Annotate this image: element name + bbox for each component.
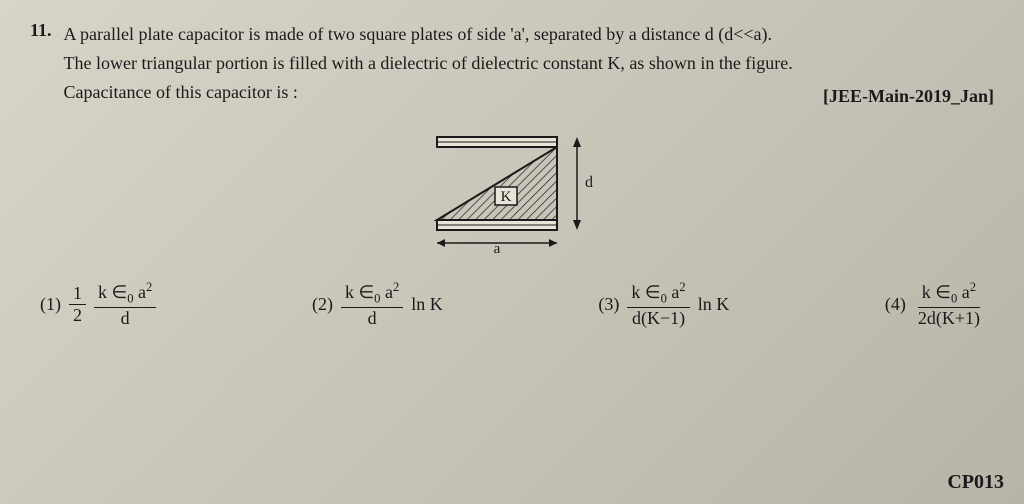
option-4-number: (4) [885, 294, 906, 315]
option-2-number: (2) [312, 294, 333, 315]
option-3-frac: k ∈0 a2 d(K−1) [627, 280, 689, 329]
question-line3: Capacitance of this capacitor is : [64, 78, 298, 107]
option-4-frac: k ∈0 a2 2d(K+1) [914, 280, 984, 329]
option-1-number: (1) [40, 294, 61, 315]
capacitor-svg: K a d [417, 125, 607, 255]
capacitor-figure: K a d [30, 125, 994, 255]
question-line2: The lower triangular portion is filled w… [64, 49, 994, 78]
option-2-suffix: ln K [411, 294, 443, 315]
exam-tag: [JEE-Main-2019_Jan] [823, 82, 994, 111]
option-4: (4) k ∈0 a2 2d(K+1) [885, 280, 984, 329]
option-1-frac1: 1 2 [69, 283, 86, 326]
a-label: a [494, 241, 501, 255]
option-1-frac2: k ∈0 a2 d [94, 280, 156, 329]
option-3-number: (3) [598, 294, 619, 315]
d-label: d [585, 174, 593, 191]
question-line1: A parallel plate capacitor is made of tw… [64, 20, 994, 49]
page-code: CP013 [947, 471, 1004, 494]
question-block: 11. A parallel plate capacitor is made o… [30, 20, 994, 110]
question-number: 11. [30, 20, 52, 110]
option-2: (2) k ∈0 a2 d ln K [312, 280, 443, 329]
option-2-frac: k ∈0 a2 d [341, 280, 403, 329]
dielectric-triangle [437, 147, 557, 220]
question-text: A parallel plate capacitor is made of tw… [64, 20, 994, 110]
options-row: (1) 1 2 k ∈0 a2 d (2) k ∈0 a2 d ln K (3)… [30, 280, 994, 329]
option-3-suffix: ln K [698, 294, 730, 315]
k-label: K [501, 189, 512, 205]
option-3: (3) k ∈0 a2 d(K−1) ln K [598, 280, 729, 329]
option-1: (1) 1 2 k ∈0 a2 d [40, 280, 156, 329]
